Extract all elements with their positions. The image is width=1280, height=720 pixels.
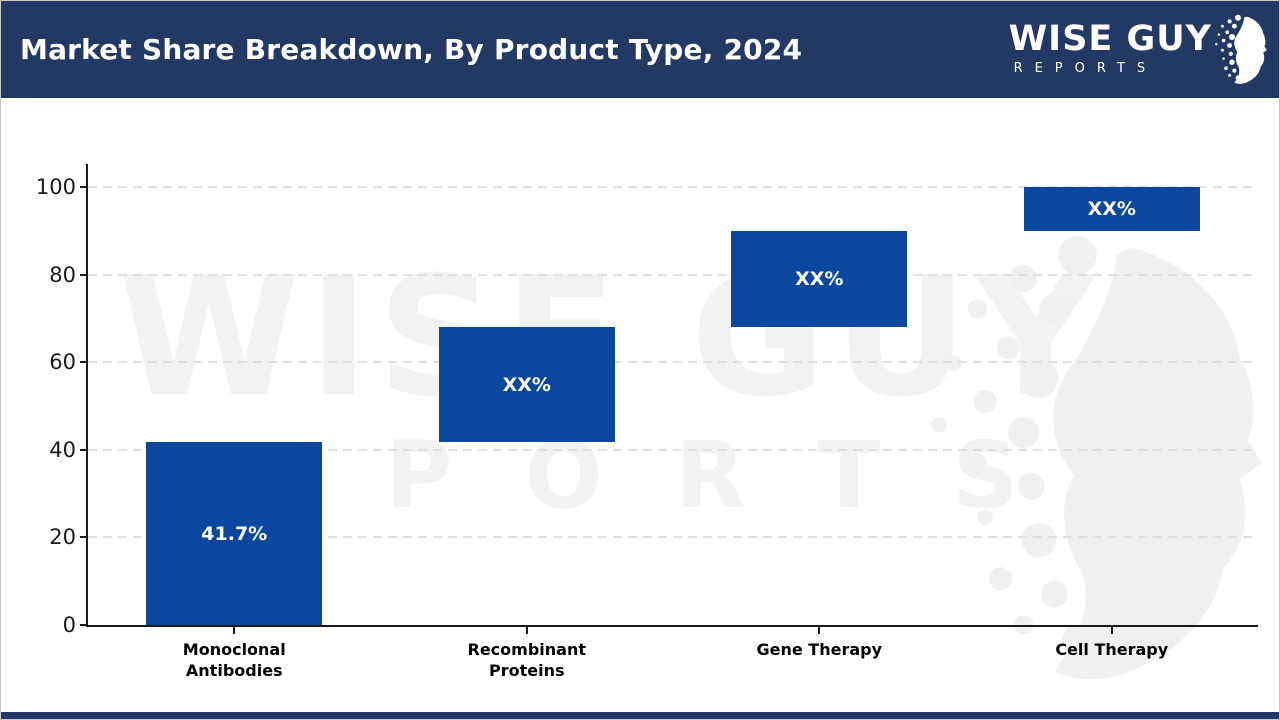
x-category-label: Gene Therapy — [709, 639, 929, 660]
x-category-label-line: Recombinant — [467, 640, 586, 659]
y-axis-tick-label: 0 — [62, 613, 76, 637]
x-axis-tick — [233, 627, 236, 634]
wise-guy-reports-logo: WISE GUY REPORTS — [1009, 11, 1280, 87]
x-category-label: Cell Therapy — [1002, 639, 1222, 660]
gridline — [88, 536, 1258, 539]
footer-band — [0, 712, 1280, 720]
y-axis-tick — [80, 273, 87, 276]
gridline — [88, 448, 1258, 451]
bar-segment: XX% — [731, 230, 908, 328]
bar-segment: XX% — [1023, 187, 1200, 231]
y-axis-tick — [80, 536, 87, 539]
gridline — [88, 361, 1258, 364]
watermark-ports-text: P O R T S — [385, 422, 1039, 529]
x-category-label-line: Proteins — [488, 661, 565, 681]
y-axis-tick-label: 80 — [49, 262, 76, 287]
x-category-label: Recombinant Proteins — [417, 639, 637, 681]
header-band: Market Share Breakdown, By Product Type,… — [0, 0, 1280, 98]
bar-value-label: XX% — [502, 373, 551, 396]
x-category-label-line: Cell Therapy — [1055, 640, 1169, 659]
x-category-label: Monoclonal Antibodies — [124, 639, 344, 681]
x-axis-line — [86, 625, 1258, 627]
y-axis-tick-label: 20 — [49, 525, 76, 550]
x-axis-tick — [525, 627, 528, 634]
x-axis-tick — [818, 627, 821, 634]
y-axis-tick — [80, 186, 87, 188]
y-axis-tick — [80, 624, 87, 626]
logo-reports-label: REPORTS — [1013, 61, 1158, 76]
bar-segment: XX% — [438, 327, 615, 443]
gridline — [88, 186, 1258, 188]
y-axis-tick-label: 100 — [35, 175, 76, 199]
x-category-label-line: Monoclonal — [182, 640, 286, 659]
bar-value-label: XX% — [1087, 197, 1136, 220]
logo-text: WISE GUY REPORTS — [1008, 19, 1212, 77]
bar-value-label: 41.7% — [201, 522, 268, 545]
y-axis-tick — [80, 361, 87, 364]
x-category-label-line: Antibodies — [185, 661, 283, 681]
x-axis-tick — [1110, 627, 1113, 634]
x-category-label-line: Gene Therapy — [756, 640, 883, 659]
bar-segment: 41.7% — [146, 442, 323, 625]
logo-wiseguy-label: WISE GUY — [1008, 19, 1212, 59]
bar-value-label: XX% — [795, 267, 844, 290]
y-axis-tick-label: 60 — [49, 350, 76, 375]
logo-dotted-head-icon — [1215, 14, 1267, 84]
y-axis-line — [86, 164, 88, 627]
y-axis-tick — [80, 448, 87, 451]
gridline — [88, 273, 1258, 276]
page-title: Market Share Breakdown, By Product Type,… — [20, 32, 803, 66]
y-axis-tick-label: 40 — [49, 437, 76, 462]
